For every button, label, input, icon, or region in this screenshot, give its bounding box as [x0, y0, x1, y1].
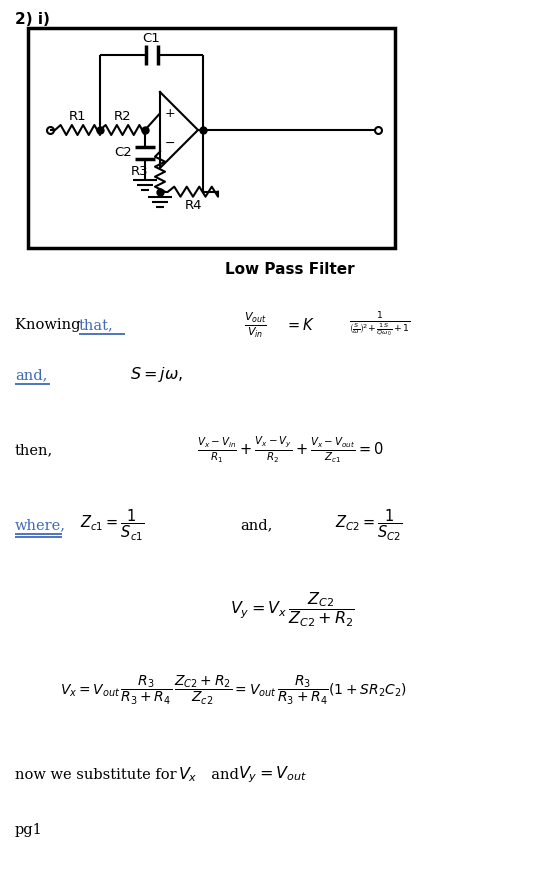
- Text: Low Pass Filter: Low Pass Filter: [225, 262, 355, 277]
- Text: $\frac{V_x-V_{in}}{R_1} + \frac{V_x-V_y}{R_2} + \frac{V_x-V_{out}}{Z_{c1}} = 0$: $\frac{V_x-V_{in}}{R_1} + \frac{V_x-V_y}…: [197, 435, 383, 466]
- Text: C1: C1: [143, 32, 160, 46]
- Text: $Z_{c1} = \dfrac{1}{S_{c1}}$: $Z_{c1} = \dfrac{1}{S_{c1}}$: [80, 507, 145, 542]
- Text: 2) i): 2) i): [15, 12, 50, 27]
- Text: +: +: [165, 107, 176, 120]
- Text: pg1: pg1: [15, 823, 42, 837]
- Text: $S = j\omega,$: $S = j\omega,$: [130, 366, 183, 384]
- Text: and,: and,: [240, 518, 272, 532]
- Text: now we substitute for: now we substitute for: [15, 768, 177, 782]
- Text: $\frac{1}{\left(\frac{S}{\omega}\right)^{\!2}\!+\frac{1\,S}{Q\omega_0}+1}$: $\frac{1}{\left(\frac{S}{\omega}\right)^…: [349, 311, 411, 340]
- Text: R3: R3: [131, 165, 149, 178]
- Text: and: and: [202, 768, 239, 782]
- Text: −: −: [165, 137, 176, 150]
- Text: R4: R4: [184, 200, 202, 212]
- Text: $V_x$: $V_x$: [178, 766, 198, 784]
- Text: $= K$: $= K$: [285, 317, 315, 333]
- Text: and,: and,: [15, 368, 48, 382]
- Text: where,: where,: [15, 518, 66, 532]
- Text: $V_y = V_{out}$: $V_y = V_{out}$: [238, 765, 307, 785]
- Text: C2: C2: [114, 146, 132, 159]
- Text: $V_y = V_x\,\dfrac{Z_{C2}}{Z_{C2}+R_2}$: $V_y = V_x\,\dfrac{Z_{C2}}{Z_{C2}+R_2}$: [230, 591, 355, 629]
- Text: $\frac{V_{out}}{V_{in}}$: $\frac{V_{out}}{V_{in}}$: [244, 311, 267, 340]
- Text: Knowing: Knowing: [15, 318, 85, 332]
- Text: R2: R2: [113, 109, 131, 123]
- Text: then,: then,: [15, 443, 53, 457]
- Text: $V_x = V_{out}\,\dfrac{R_3}{R_3+R_4}\,\dfrac{Z_{C2}+R_2}{Z_{c2}} = V_{out}\,\dfr: $V_x = V_{out}\,\dfrac{R_3}{R_3+R_4}\,\d…: [60, 674, 407, 707]
- Text: R1: R1: [69, 109, 86, 123]
- Text: $Z_{C2} = \dfrac{1}{S_{C2}}$: $Z_{C2} = \dfrac{1}{S_{C2}}$: [335, 507, 403, 542]
- Text: that,: that,: [79, 318, 113, 332]
